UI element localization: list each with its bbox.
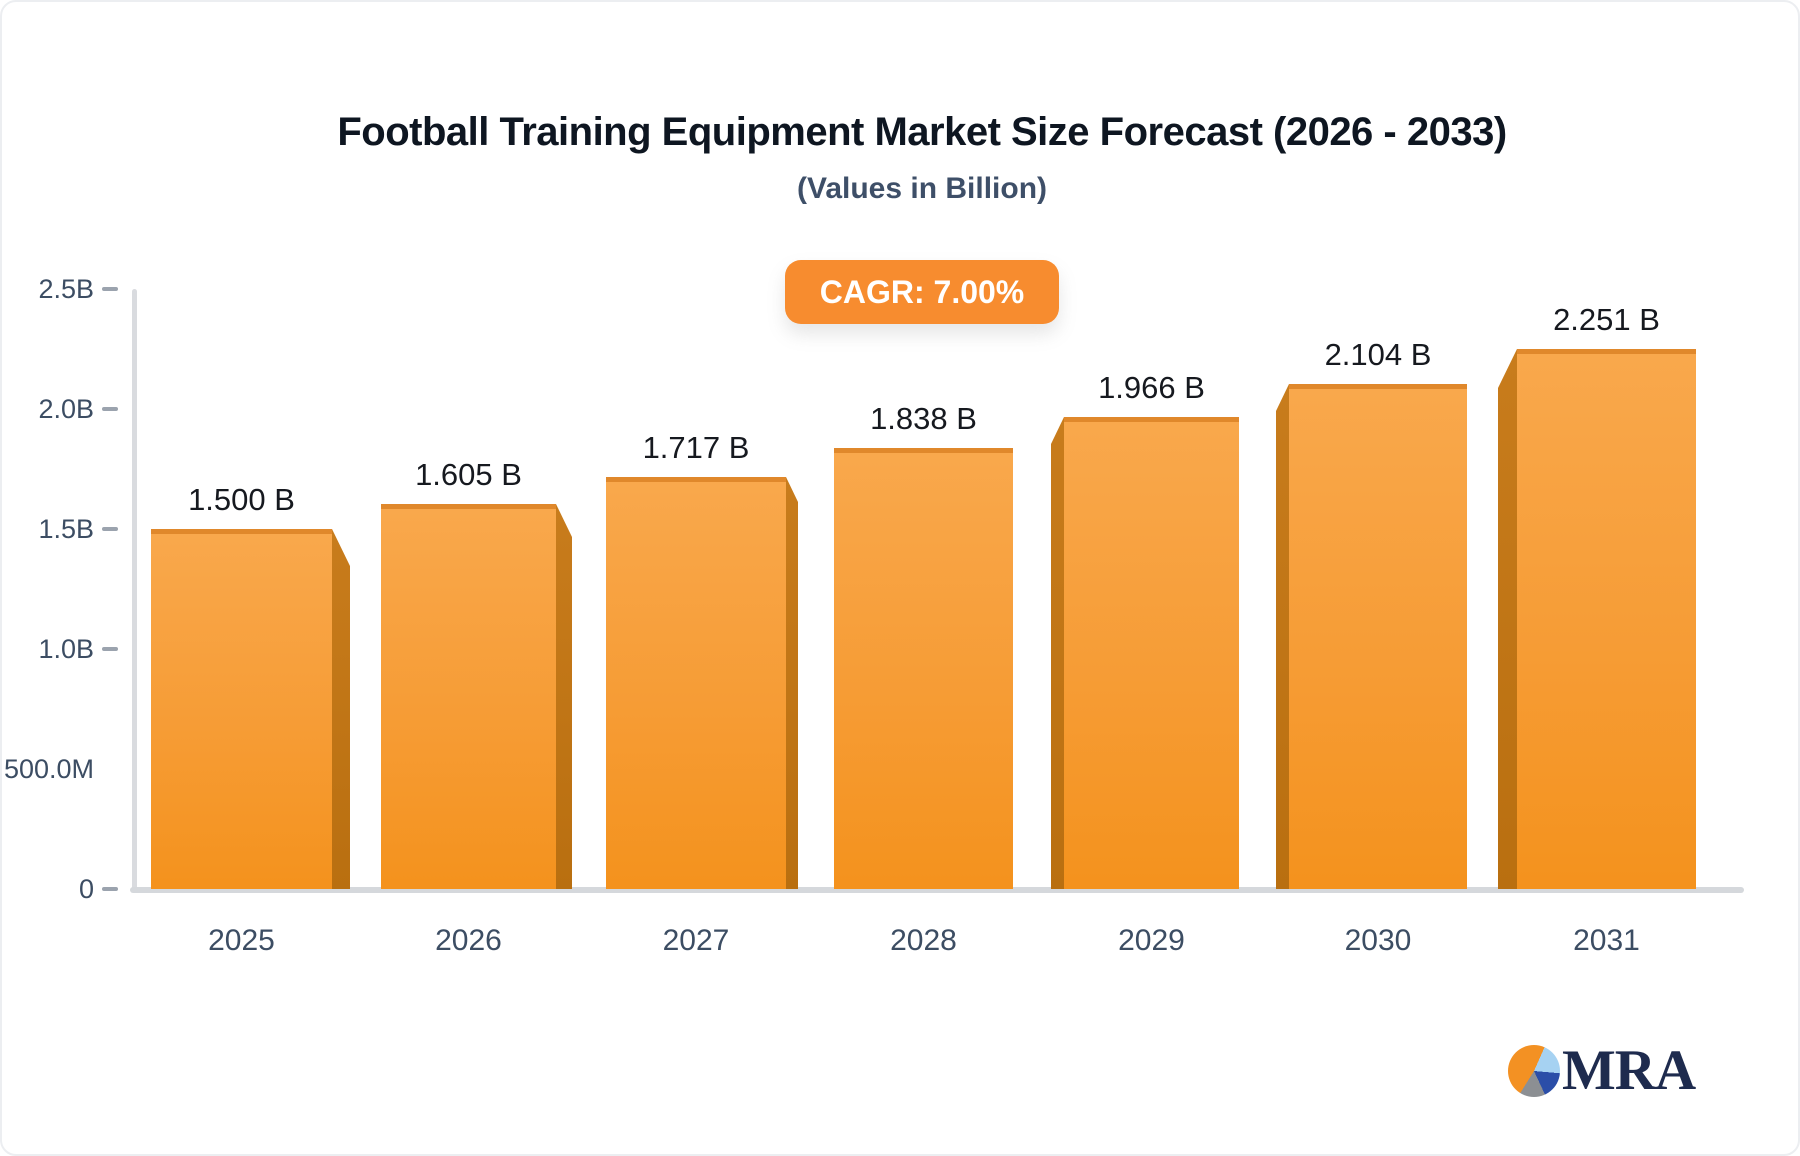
cagr-badge-row: CAGR: 7.00% (46, 260, 1798, 324)
bar-side-face (556, 504, 572, 889)
bar-front-face (834, 448, 1013, 889)
bar-value-label: 2.104 B (1324, 337, 1432, 372)
x-axis-tick-label: 2028 (890, 924, 957, 957)
bar-2025 (151, 529, 350, 889)
bar-side-face (1276, 384, 1289, 889)
bar-2028 (834, 448, 1013, 889)
y-axis-tick-label: 2.0B (38, 394, 94, 424)
y-axis-tick-mark (102, 527, 118, 531)
bar-front-face (151, 529, 332, 889)
x-axis-tick-label: 2030 (1344, 924, 1412, 957)
y-axis-tick-mark (102, 887, 118, 891)
bar-value-label: 2.251 B (1553, 302, 1660, 337)
y-axis-tick-label: 1.0B (38, 634, 94, 664)
bar-side-face (786, 477, 798, 889)
bar-2027 (606, 477, 798, 889)
y-axis-tick-mark (102, 287, 118, 291)
chart-title: Football Training Equipment Market Size … (337, 110, 1507, 154)
mra-logo-pie-icon (1508, 1045, 1560, 1097)
y-axis-line (132, 289, 137, 893)
bar-value-label: 1.500 B (188, 482, 295, 517)
y-axis-tick-label: 0 (78, 874, 94, 904)
bar-side-face (1051, 417, 1064, 889)
bar-front-face (1517, 349, 1696, 889)
bar-front-face (1289, 384, 1467, 889)
mra-logo: MRA (1508, 1039, 1696, 1102)
bar-value-label: 1.838 B (870, 401, 977, 436)
x-axis-tick-label: 2031 (1573, 924, 1640, 957)
bar-2030 (1276, 384, 1467, 889)
x-axis-tick-label: 2029 (1118, 924, 1185, 957)
bar-2031 (1498, 349, 1696, 889)
x-axis-tick-label: 2025 (208, 924, 275, 957)
y-axis-tick-label: 1.5B (38, 514, 94, 544)
y-axis-tick-label: 2.5B (38, 274, 94, 304)
bar-front-face (381, 504, 556, 889)
bar-2029 (1051, 417, 1239, 889)
cagr-badge: CAGR: 7.00% (784, 260, 1060, 324)
y-axis-tick-label: 500.0M (3, 754, 94, 784)
y-axis-tick-mark (102, 647, 118, 651)
bar-value-label: 1.605 B (415, 457, 522, 492)
x-axis-tick-label: 2027 (662, 924, 730, 957)
x-axis-line (130, 887, 1744, 893)
mra-logo-text: MRA (1562, 1039, 1696, 1102)
chart-subtitle: (Values in Billion) (796, 172, 1048, 205)
chart-header: Football Training Equipment Market Size … (46, 108, 1798, 206)
bar-front-face (606, 477, 786, 889)
x-axis-tick-label: 2026 (435, 924, 502, 957)
y-axis-tick-mark (102, 407, 118, 411)
bar-value-label: 1.717 B (642, 430, 750, 465)
bar-front-face (1064, 417, 1239, 889)
bar-side-face (1498, 349, 1517, 889)
bar-2026 (381, 504, 572, 889)
bar-value-label: 1.966 B (1098, 370, 1205, 405)
bar-side-face (332, 529, 350, 889)
